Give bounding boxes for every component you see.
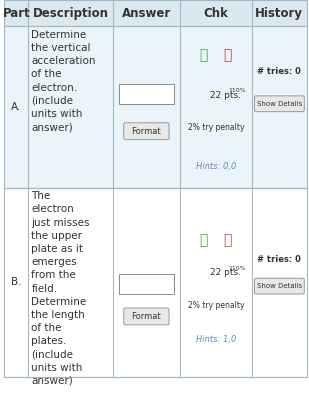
Text: 110%: 110%: [228, 266, 246, 271]
FancyBboxPatch shape: [254, 96, 304, 112]
Text: 22 pts.: 22 pts.: [210, 91, 241, 100]
Text: Format: Format: [132, 127, 161, 136]
Bar: [4, 0, 307, 26]
Text: # tries: 0: # tries: 0: [257, 67, 301, 76]
Text: 22 pts.: 22 pts.: [210, 268, 241, 278]
Text: Hints: 1,0: Hints: 1,0: [196, 335, 236, 344]
Text: History: History: [255, 6, 303, 20]
Text: Show Details: Show Details: [257, 283, 302, 289]
Text: 👍: 👍: [200, 48, 208, 62]
Text: Answer: Answer: [122, 6, 171, 20]
Text: 👎: 👎: [224, 48, 232, 62]
Bar: [4, 26, 307, 187]
Text: Chk: Chk: [203, 6, 228, 20]
FancyBboxPatch shape: [124, 308, 169, 325]
Text: 👎: 👎: [224, 234, 232, 248]
Text: B.: B.: [11, 278, 22, 287]
Text: 2% try penalty: 2% try penalty: [188, 124, 244, 133]
Text: Description: Description: [33, 6, 109, 20]
Text: 2% try penalty: 2% try penalty: [188, 301, 244, 309]
Bar: [4, 187, 307, 377]
Text: 110%: 110%: [228, 88, 246, 93]
Text: Show Details: Show Details: [257, 101, 302, 107]
Text: Determine
the vertical
acceleration
of the
electron.
(include
units with
answer): Determine the vertical acceleration of t…: [32, 30, 96, 132]
Text: Hints: 0,0: Hints: 0,0: [196, 162, 236, 171]
Text: A.: A.: [11, 102, 22, 112]
FancyBboxPatch shape: [124, 123, 169, 140]
Text: Format: Format: [132, 312, 161, 321]
Text: 👍: 👍: [200, 234, 208, 248]
FancyBboxPatch shape: [254, 278, 304, 294]
Bar: [119, 274, 174, 294]
Bar: [119, 84, 174, 104]
Text: The
electron
just misses
the upper
plate as it
emerges
from the
field.
Determine: The electron just misses the upper plate…: [32, 191, 90, 386]
Text: # tries: 0: # tries: 0: [257, 255, 301, 264]
Text: Part: Part: [2, 6, 30, 20]
